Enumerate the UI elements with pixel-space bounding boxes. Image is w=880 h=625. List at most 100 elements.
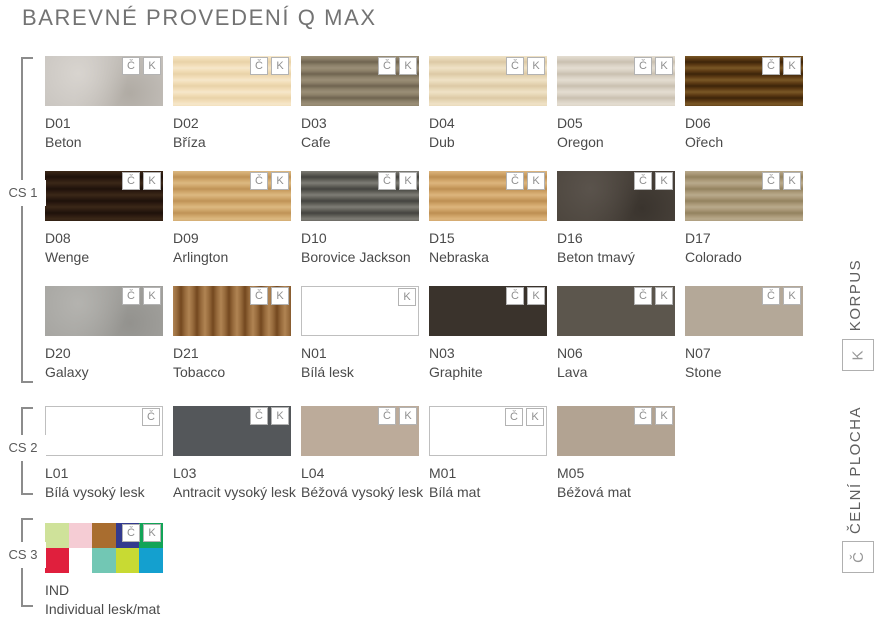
celni-badge: Č <box>250 172 268 190</box>
swatch-name: Beton <box>45 134 82 150</box>
individual-color-cell <box>68 548 93 573</box>
swatch-code: M05 <box>557 465 585 481</box>
swatch-row-5: Č K IND Individual lesk/mat <box>45 523 163 619</box>
celni-badge: Č <box>378 57 396 75</box>
swatch-code: D20 <box>45 345 71 361</box>
korpus-badge: K <box>783 287 801 305</box>
swatch-row-3: Č K D20 Galaxy Č K D21 Tobacco K N01 Bílá lesk Č K N0… <box>45 286 803 382</box>
swatch-name: Cafe <box>301 134 331 150</box>
celni-badge: Č <box>506 172 524 190</box>
individual-color-cell <box>139 548 163 573</box>
celni-badge: Č <box>762 172 780 190</box>
korpus-badge: K <box>655 57 673 75</box>
korpus-badge: K <box>399 407 417 425</box>
celni-badge: Č <box>250 57 268 75</box>
celni-badge: Č <box>634 172 652 190</box>
swatch-code: D01 <box>45 115 71 131</box>
cs3-label: CS 3 <box>0 542 46 568</box>
swatch-cell: Č K M01 Bílá mat <box>429 406 547 502</box>
swatch-name: Bílá mat <box>429 484 481 500</box>
swatch-cell: Č K N06 Lava <box>557 286 675 382</box>
swatch-code: D08 <box>45 230 71 246</box>
swatch-cell: Č K D05 Oregon <box>557 56 675 152</box>
celni-badge: Č <box>634 57 652 75</box>
korpus-badge: K <box>527 172 545 190</box>
swatch-cell: Č K M05 Béžová mat <box>557 406 675 502</box>
swatch-code: N01 <box>301 345 327 361</box>
swatch-code: D21 <box>173 345 199 361</box>
swatch-cell: Č K IND Individual lesk/mat <box>45 523 163 619</box>
swatch-code: N06 <box>557 345 583 361</box>
swatch-code: L03 <box>173 465 197 481</box>
celni-badge: Č <box>505 408 523 426</box>
celni-badge: Č <box>506 287 524 305</box>
celni-badge: Č <box>250 407 268 425</box>
swatch-cell: Č K D15 Nebraska <box>429 171 547 267</box>
swatch-name: Individual lesk/mat <box>45 601 161 617</box>
individual-color-cell <box>45 523 69 548</box>
swatch-cell: Č K D17 Colorado <box>685 171 803 267</box>
swatch-name: Bílá lesk <box>301 364 354 380</box>
swatch-name: Arlington <box>173 249 229 265</box>
swatch-name: Oregon <box>557 134 604 150</box>
korpus-badge: K <box>143 524 161 542</box>
celni-badge: Č <box>122 287 140 305</box>
swatch-name: Stone <box>685 364 722 380</box>
swatch-cell: K N01 Bílá lesk <box>301 286 419 382</box>
swatch-name: Béžová mat <box>557 484 631 500</box>
swatch-n01: K <box>301 286 419 336</box>
korpus-legend-badge: K <box>842 339 874 371</box>
korpus-badge: K <box>271 57 289 75</box>
korpus-badge: K <box>655 407 673 425</box>
swatch-name: Dub <box>429 134 455 150</box>
swatch-cell: Č K L04 Béžová vysoký lesk <box>301 406 424 502</box>
swatch-name: Tobacco <box>173 364 226 380</box>
swatch-code: D17 <box>685 230 711 246</box>
celni-plocha-label: ČELNÍ PLOCHA <box>847 405 864 535</box>
swatch-badges: K <box>398 288 416 306</box>
swatch-cell: Č L01 Bílá vysoký lesk <box>45 406 163 502</box>
swatch-name: Béžová vysoký lesk <box>301 484 424 500</box>
swatch-code: L04 <box>301 465 325 481</box>
individual-color-cell <box>92 548 116 573</box>
korpus-badge: K <box>399 172 417 190</box>
cs2-label: CS 2 <box>0 435 46 461</box>
swatch-code: L01 <box>45 465 69 481</box>
swatch-cell: Č K L03 Antracit vysoký lesk <box>173 406 296 502</box>
swatch-code: D06 <box>685 115 711 131</box>
swatch-code: D15 <box>429 230 455 246</box>
korpus-badge: K <box>143 172 161 190</box>
korpus-badge: K <box>527 287 545 305</box>
swatch-code: M01 <box>429 465 457 481</box>
swatch-row-4: Č L01 Bílá vysoký lesk Č K L03 Antracit vysoký… <box>45 406 675 502</box>
swatch-name: Wenge <box>45 249 90 265</box>
korpus-badge: K <box>398 288 416 306</box>
celni-badge: Č <box>122 172 140 190</box>
swatch-name: Colorado <box>685 249 742 265</box>
swatch-cell: Č K D20 Galaxy <box>45 286 163 382</box>
korpus-badge: K <box>271 287 289 305</box>
swatch-cell: Č K D03 Cafe <box>301 56 419 152</box>
